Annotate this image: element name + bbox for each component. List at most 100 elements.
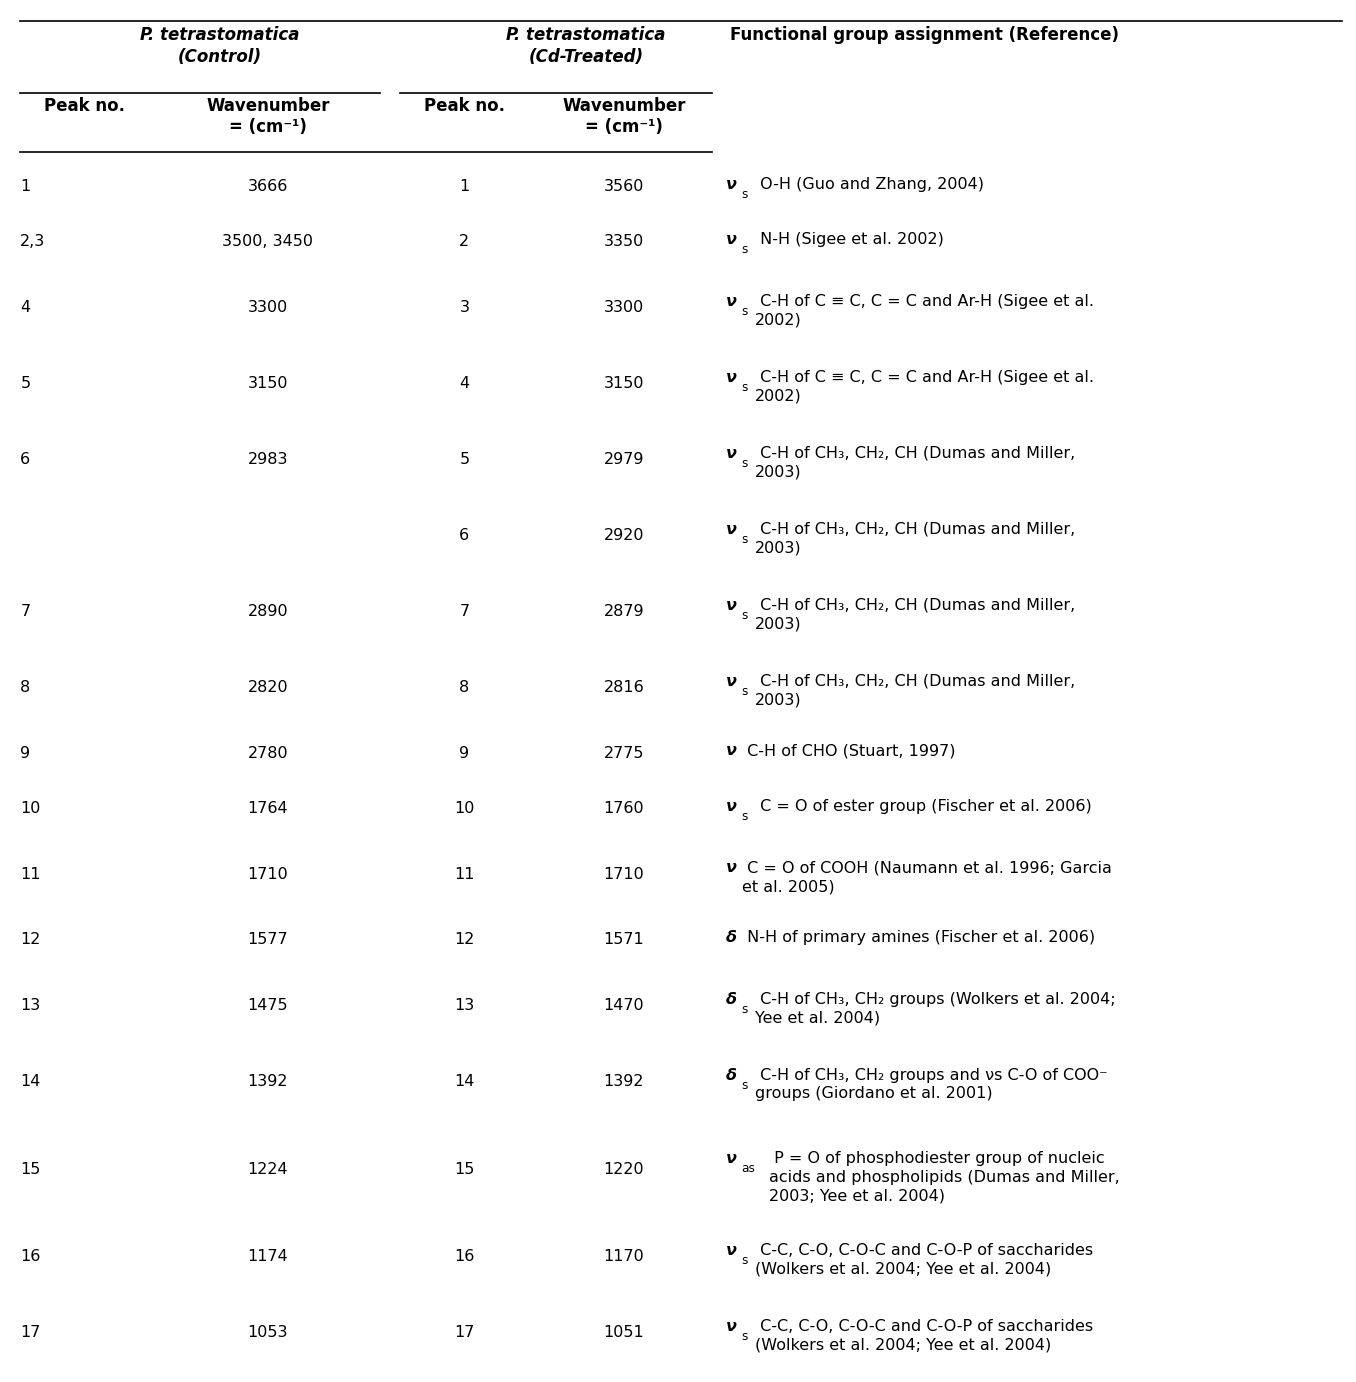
Text: Functional group assignment (Reference): Functional group assignment (Reference)	[730, 26, 1119, 44]
Text: 3350: 3350	[603, 235, 644, 249]
Text: O-H (Guo and Zhang, 2004): O-H (Guo and Zhang, 2004)	[755, 177, 984, 192]
Text: 2979: 2979	[603, 452, 644, 467]
Text: 8: 8	[460, 680, 469, 695]
Text: 15: 15	[20, 1162, 41, 1176]
Text: 2983: 2983	[248, 452, 287, 467]
Text: 3666: 3666	[248, 180, 287, 193]
Text: s: s	[742, 381, 749, 394]
Text: Peak no.: Peak no.	[424, 97, 504, 115]
Text: 10: 10	[20, 802, 41, 815]
Text: 17: 17	[454, 1325, 475, 1341]
Text: s: s	[742, 1079, 749, 1092]
Text: Wavenumber
= (cm⁻¹): Wavenumber = (cm⁻¹)	[206, 97, 330, 135]
Text: 6: 6	[20, 452, 30, 467]
Text: 1470: 1470	[603, 998, 644, 1013]
Text: C-H of CH₃, CH₂ groups (Wolkers et al. 2004;
Yee et al. 2004): C-H of CH₃, CH₂ groups (Wolkers et al. 2…	[755, 992, 1116, 1025]
Text: C-C, C-O, C-O-C and C-O-P of saccharides
(Wolkers et al. 2004; Yee et al. 2004): C-C, C-O, C-O-C and C-O-P of saccharides…	[755, 1244, 1093, 1277]
Text: ν: ν	[725, 370, 736, 384]
Text: 16: 16	[20, 1249, 41, 1265]
Text: 7: 7	[460, 604, 469, 619]
Text: 5: 5	[20, 376, 30, 391]
Text: 1577: 1577	[248, 933, 287, 947]
Text: 15: 15	[454, 1162, 475, 1176]
Text: Peak no.: Peak no.	[45, 97, 125, 115]
Text: C = O of ester group (Fischer et al. 2006): C = O of ester group (Fischer et al. 200…	[755, 799, 1092, 814]
Text: s: s	[742, 533, 749, 546]
Text: 1710: 1710	[603, 867, 644, 882]
Text: 4: 4	[20, 300, 30, 315]
Text: 1764: 1764	[248, 802, 287, 815]
Text: 9: 9	[460, 746, 469, 760]
Text: ν: ν	[725, 799, 736, 814]
Text: s: s	[742, 243, 749, 256]
Text: s: s	[742, 457, 749, 470]
Text: 1170: 1170	[603, 1249, 644, 1265]
Text: 3150: 3150	[248, 376, 287, 391]
Text: δ: δ	[725, 1068, 736, 1082]
Text: ν: ν	[725, 446, 736, 460]
Text: N-H of primary amines (Fischer et al. 2006): N-H of primary amines (Fischer et al. 20…	[742, 930, 1094, 945]
Text: 2820: 2820	[248, 680, 287, 695]
Text: as: as	[742, 1162, 755, 1175]
Text: 1053: 1053	[248, 1325, 287, 1341]
Text: ν: ν	[725, 232, 736, 247]
Text: 3150: 3150	[603, 376, 644, 391]
Text: δ: δ	[725, 930, 736, 945]
Text: 1: 1	[460, 180, 469, 193]
Text: C-H of CHO (Stuart, 1997): C-H of CHO (Stuart, 1997)	[742, 744, 955, 759]
Text: ν: ν	[725, 744, 736, 759]
Text: 1392: 1392	[248, 1074, 287, 1089]
Text: Wavenumber
= (cm⁻¹): Wavenumber = (cm⁻¹)	[561, 97, 686, 135]
Text: 5: 5	[460, 452, 469, 467]
Text: 1: 1	[20, 180, 31, 193]
Text: 12: 12	[454, 933, 475, 947]
Text: s: s	[742, 1003, 749, 1016]
Text: ν: ν	[725, 522, 736, 536]
Text: 1051: 1051	[603, 1325, 644, 1341]
Text: 12: 12	[20, 933, 41, 947]
Text: 1220: 1220	[603, 1162, 644, 1176]
Text: ν: ν	[725, 294, 736, 308]
Text: ν: ν	[725, 1244, 736, 1258]
Text: s: s	[742, 188, 749, 200]
Text: 2780: 2780	[248, 746, 287, 760]
Text: 3300: 3300	[248, 300, 287, 315]
Text: 13: 13	[20, 998, 41, 1013]
Text: P. tetrastomatica
(Cd-Treated): P. tetrastomatica (Cd-Treated)	[506, 26, 666, 66]
Text: C-H of C ≡ C, C = C and Ar-H (Sigee et al.
2002): C-H of C ≡ C, C = C and Ar-H (Sigee et a…	[755, 294, 1094, 328]
Text: C-H of CH₃, CH₂ groups and νs C-O of COO⁻
groups (Giordano et al. 2001): C-H of CH₃, CH₂ groups and νs C-O of COO…	[755, 1068, 1108, 1101]
Text: s: s	[742, 609, 749, 622]
Text: ν: ν	[725, 177, 736, 192]
Text: 14: 14	[20, 1074, 41, 1089]
Text: 1392: 1392	[603, 1074, 644, 1089]
Text: 2: 2	[460, 235, 469, 249]
Text: 6: 6	[460, 528, 469, 543]
Text: ν: ν	[725, 674, 736, 688]
Text: 9: 9	[20, 746, 30, 760]
Text: 2890: 2890	[248, 604, 287, 619]
Text: 1710: 1710	[247, 867, 289, 882]
Text: 11: 11	[454, 867, 475, 882]
Text: 14: 14	[454, 1074, 475, 1089]
Text: P. tetrastomatica
(Control): P. tetrastomatica (Control)	[140, 26, 300, 66]
Text: C = O of COOH (Naumann et al. 1996; Garcia
et al. 2005): C = O of COOH (Naumann et al. 1996; Garc…	[742, 861, 1112, 894]
Text: 2775: 2775	[603, 746, 644, 760]
Text: 2,3: 2,3	[20, 235, 46, 249]
Text: 3560: 3560	[603, 180, 644, 193]
Text: ν: ν	[725, 1151, 736, 1166]
Text: 10: 10	[454, 802, 475, 815]
Text: 3: 3	[460, 300, 469, 315]
Text: s: s	[742, 1255, 749, 1267]
Text: 8: 8	[20, 680, 31, 695]
Text: C-H of CH₃, CH₂, CH (Dumas and Miller,
2003): C-H of CH₃, CH₂, CH (Dumas and Miller, 2…	[755, 598, 1075, 632]
Text: s: s	[742, 685, 749, 698]
Text: C-H of CH₃, CH₂, CH (Dumas and Miller,
2003): C-H of CH₃, CH₂, CH (Dumas and Miller, 2…	[755, 522, 1075, 556]
Text: 16: 16	[454, 1249, 475, 1265]
Text: ν: ν	[725, 598, 736, 612]
Text: 1475: 1475	[248, 998, 287, 1013]
Text: C-H of CH₃, CH₂, CH (Dumas and Miller,
2003): C-H of CH₃, CH₂, CH (Dumas and Miller, 2…	[755, 446, 1075, 480]
Text: s: s	[742, 1331, 749, 1343]
Text: ν: ν	[725, 861, 736, 875]
Text: C-C, C-O, C-O-C and C-O-P of saccharides
(Wolkers et al. 2004; Yee et al. 2004): C-C, C-O, C-O-C and C-O-P of saccharides…	[755, 1320, 1093, 1353]
Text: 1174: 1174	[247, 1249, 289, 1265]
